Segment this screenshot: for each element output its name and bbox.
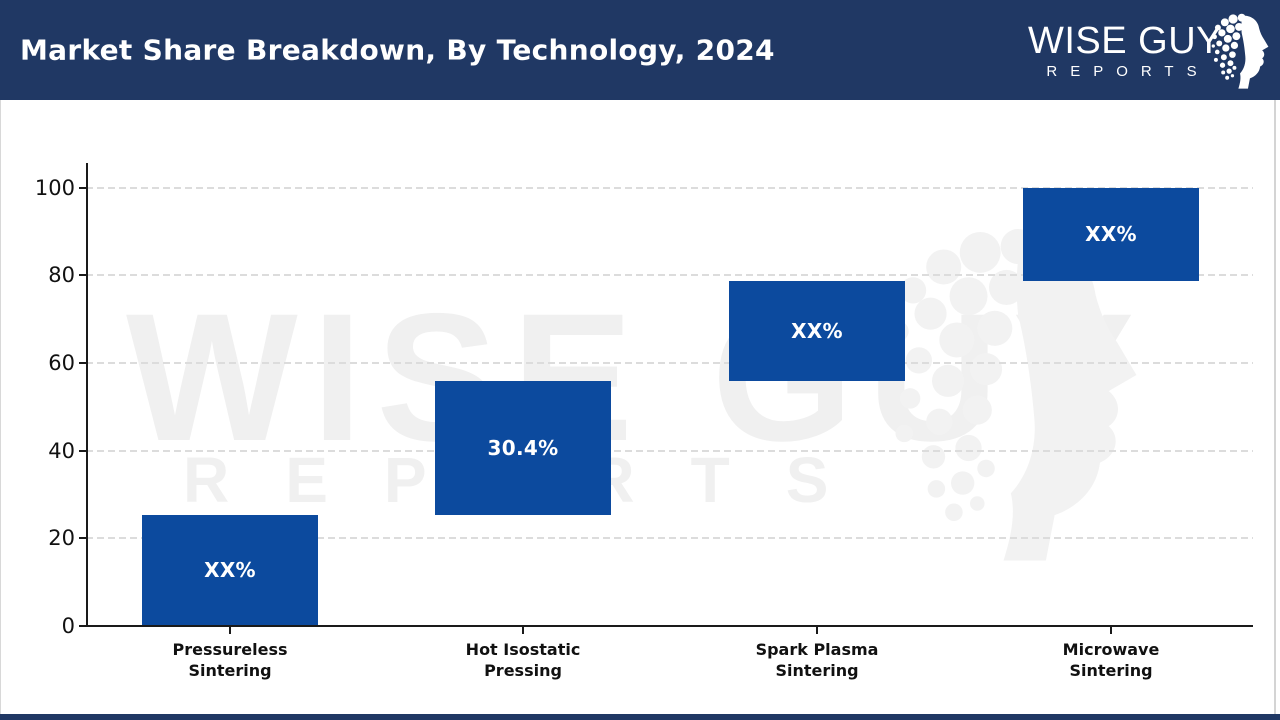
header-bar: Market Share Breakdown, By Technology, 2… [0,0,1280,100]
bar-value-label: XX% [791,319,843,344]
y-tick [79,274,86,277]
logo-subtext: REPORTS [1046,63,1210,80]
category-label-line1: Pressureless [172,640,288,659]
x-tick [1110,627,1112,634]
y-tick-label: 100 [34,175,75,200]
chart-title: Market Share Breakdown, By Technology, 2… [20,33,775,67]
y-tick-label: 0 [61,614,75,638]
y-tick [79,361,86,364]
brand-logo: WISE GUY REPORTS [1026,6,1276,96]
x-tick [229,627,231,634]
footer-bar [0,714,1280,720]
gridline [86,274,1253,277]
bar: XX% [142,514,318,626]
bar-value-label: XX% [204,558,256,583]
y-tick-label: 60 [48,350,75,375]
x-axis-line [86,625,1253,627]
brand-logo-text: WISE GUY REPORTS [1028,22,1222,80]
category-label: Microwave Sintering [1001,639,1221,681]
category-label-line2: Sintering [188,661,272,680]
category-label-line2: Sintering [775,661,859,680]
y-axis-line [86,163,88,627]
category-label-line1: Hot Isostatic [465,640,581,659]
category-label-line2: Pressing [484,661,562,680]
gridline [86,186,1253,189]
content-frame [0,100,1276,714]
logo-wordmark: WISE GUY [1027,20,1222,62]
y-tick [79,537,86,540]
bar: XX% [1023,187,1199,281]
category-label-line1: Microwave [1062,640,1160,659]
bar-value-label: 30.4% [487,435,559,460]
gridline [86,449,1253,452]
category-label: Hot Isostatic Pressing [413,639,633,681]
y-tick [79,186,86,189]
y-tick [79,449,86,452]
category-label: Pressureless Sintering [120,639,340,681]
bar-value-label: XX% [1085,222,1137,247]
x-tick [522,627,524,634]
y-tick-label: 40 [48,438,75,463]
category-label: Spark Plasma Sintering [707,639,927,681]
category-label-line2: Sintering [1069,661,1153,680]
y-tick [79,625,86,627]
bar: XX% [729,280,905,382]
y-tick-label: 20 [48,526,75,551]
x-tick [816,627,818,634]
bar: 30.4% [435,381,611,515]
gridline [86,537,1253,540]
category-label-line1: Spark Plasma [755,640,879,659]
y-tick-label: 80 [48,263,75,288]
gridline [86,361,1253,364]
